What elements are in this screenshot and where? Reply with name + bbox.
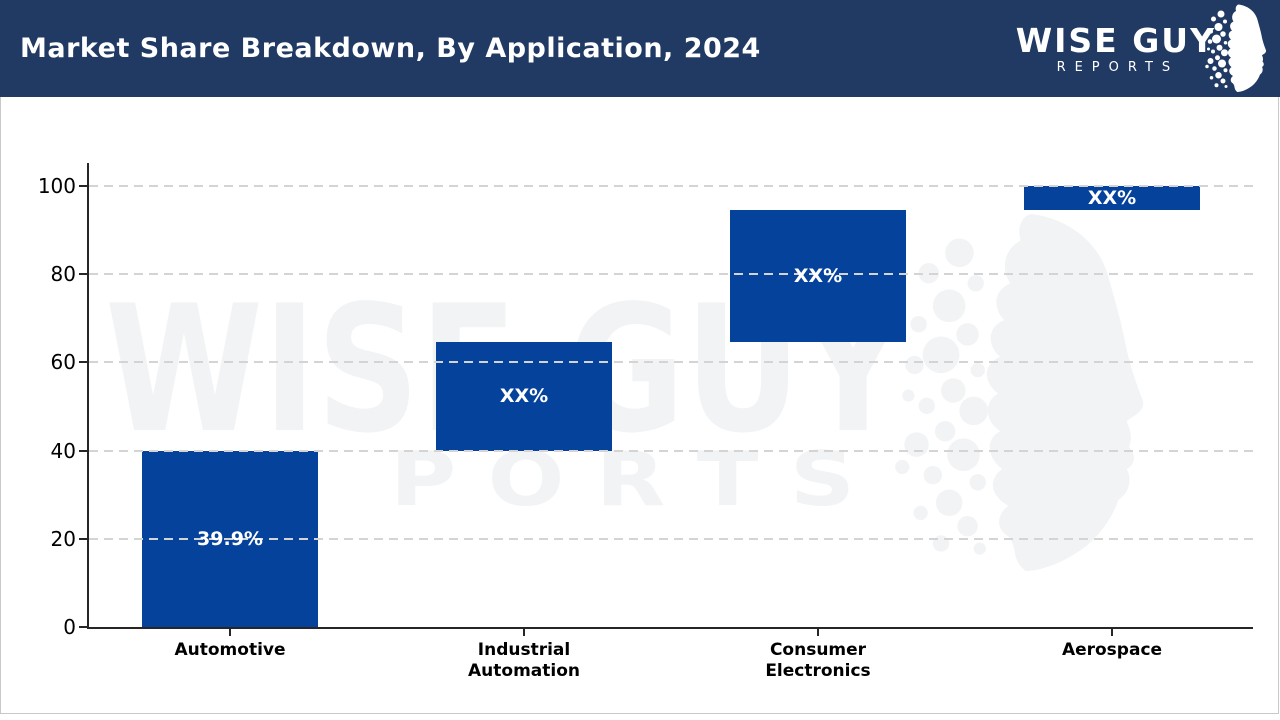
header-bar: Market Share Breakdown, By Application, … bbox=[0, 0, 1280, 97]
logo-text: WISE GUY REPORTS bbox=[1015, 20, 1216, 75]
y-tick bbox=[79, 273, 87, 276]
x-axis-line bbox=[87, 627, 1253, 629]
bar bbox=[1024, 186, 1200, 210]
gridline bbox=[89, 185, 1253, 187]
bar-value-label: XX% bbox=[793, 264, 843, 287]
x-tick bbox=[817, 629, 819, 636]
y-tick-label: 100 bbox=[37, 174, 76, 198]
x-tick bbox=[229, 629, 231, 636]
bar bbox=[436, 341, 612, 452]
gridline bbox=[89, 449, 1253, 452]
y-tick-label: 0 bbox=[63, 615, 76, 639]
gridline bbox=[89, 537, 1253, 540]
y-tick bbox=[79, 626, 87, 628]
x-tick bbox=[1111, 629, 1113, 636]
category-label: Consumer Electronics bbox=[765, 640, 871, 681]
category-label: Automotive bbox=[174, 640, 286, 660]
bar-value-label: XX% bbox=[1087, 187, 1137, 209]
y-tick bbox=[79, 537, 87, 540]
y-axis-line bbox=[87, 163, 89, 629]
gridline bbox=[89, 361, 1253, 364]
category-label: Aerospace bbox=[1061, 640, 1163, 660]
y-tick-label: 20 bbox=[50, 526, 76, 551]
gridline bbox=[89, 273, 1253, 276]
category-label: Industrial Automation bbox=[468, 640, 580, 681]
bar bbox=[730, 209, 906, 342]
logo-subtext: REPORTS bbox=[1056, 59, 1180, 75]
plot-area: WISE GUY P O R T S 0 20 40 60 80 100 39.9% Auto… bbox=[0, 97, 1280, 720]
bar-value-label: XX% bbox=[499, 385, 549, 408]
y-tick-label: 60 bbox=[50, 350, 76, 375]
page-title: Market Share Breakdown, By Application, … bbox=[20, 33, 761, 64]
logo-wordmark: WISE GUY bbox=[1015, 20, 1216, 60]
x-tick bbox=[523, 629, 525, 636]
bar-value-label: 39.9% bbox=[197, 528, 263, 550]
y-tick-label: 80 bbox=[50, 262, 76, 287]
y-tick bbox=[79, 449, 87, 452]
y-tick bbox=[79, 361, 87, 364]
y-tick bbox=[79, 185, 87, 187]
logo: WISE GUY REPORTS bbox=[1016, 4, 1270, 94]
y-tick-label: 40 bbox=[50, 438, 76, 463]
